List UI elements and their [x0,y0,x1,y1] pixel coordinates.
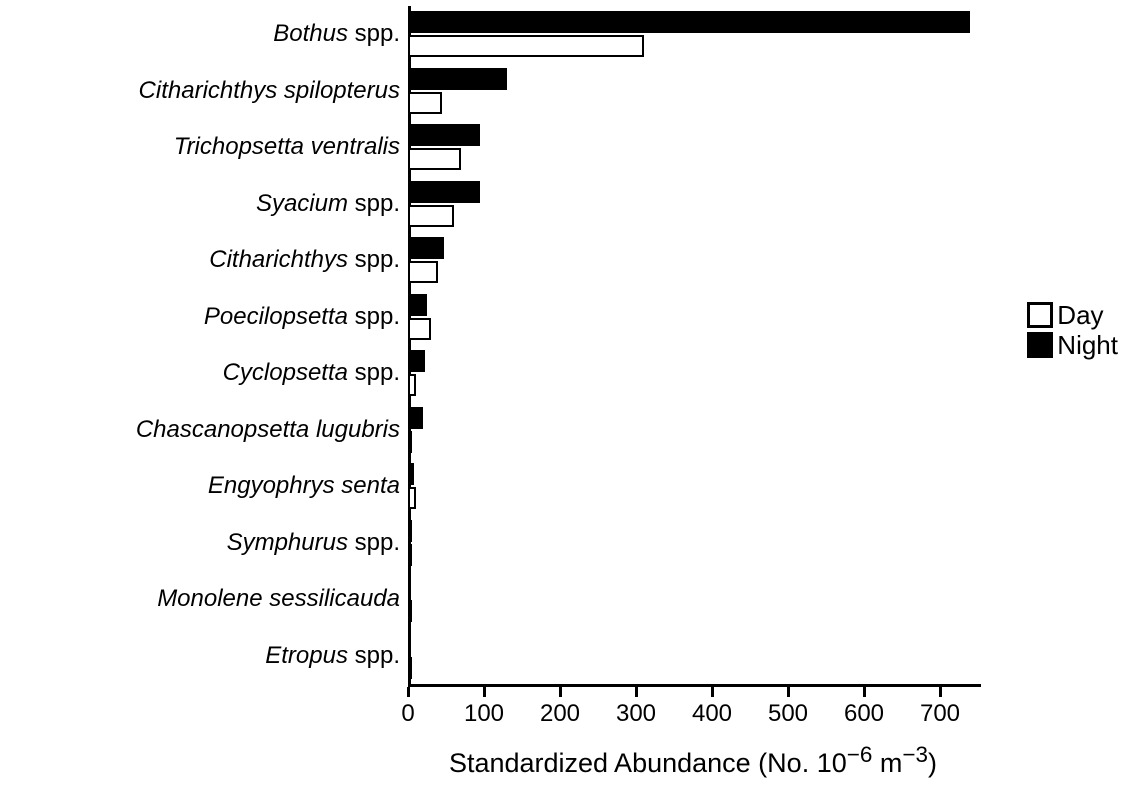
bar-night [408,11,970,33]
category-suffix: spp. [348,642,400,669]
bar-night [408,520,412,542]
x-tick-label: 100 [464,700,504,728]
bar-night [408,124,480,146]
category-label: Monolene sessilicauda [157,585,400,613]
legend-item: Night [1027,330,1118,360]
x-tick [711,687,714,697]
x-tick-label: 300 [616,700,656,728]
x-tick-label: 700 [920,700,960,728]
category-name: Symphurus [227,529,348,556]
category-name: Chascanopsetta lugubris [136,416,400,443]
legend-label: Day [1057,300,1103,331]
category-name: Citharichthys spilopterus [139,77,400,104]
category-name: Engyophrys senta [208,472,400,499]
x-tick [559,687,562,697]
bar-day [408,318,431,340]
category-label: Syacium spp. [256,190,400,218]
category-suffix: spp. [348,359,400,386]
category-label: Engyophrys senta [208,472,400,500]
category-suffix: spp. [348,246,400,273]
bar-day [408,657,412,679]
legend-label: Night [1057,330,1118,361]
category-name: Monolene sessilicauda [157,585,400,612]
bar-night [408,350,425,372]
bar-day [408,374,416,396]
legend-swatch [1027,332,1053,358]
bar-day [408,544,412,566]
bar-day [408,205,454,227]
category-label: Chascanopsetta lugubris [136,416,400,444]
x-tick-label: 0 [401,700,414,728]
bar-day [408,600,412,622]
legend-item: Day [1027,300,1118,330]
category-label: Citharichthys spilopterus [139,77,400,105]
bar-day [408,92,442,114]
category-name: Poecilopsetta [204,303,348,330]
bar-day [408,148,461,170]
x-axis-title: Standardized Abundance (No. 10−6 m−3) [408,742,978,779]
category-suffix: spp. [348,303,400,330]
category-suffix: spp. [348,20,400,47]
bar-night [408,68,507,90]
abundance-bar-chart: Bothus spp. Citharichthys spilopterus Tric… [0,0,1126,790]
x-tick [787,687,790,697]
x-tick-label: 200 [540,700,580,728]
category-name: Etropus [265,642,348,669]
x-tick [407,687,410,697]
category-suffix: spp. [348,529,400,556]
bar-night [408,463,414,485]
plot-area [408,6,981,687]
x-tick [483,687,486,697]
x-tick [635,687,638,697]
category-label: Symphurus spp. [227,529,400,557]
category-name: Cyclopsetta [223,359,348,386]
bar-night [408,407,423,429]
category-label: Trichopsetta ventralis [174,133,400,161]
bar-day [408,487,416,509]
category-label: Cyclopsetta spp. [223,359,400,387]
bar-night [408,576,410,598]
bar-day [408,35,644,57]
legend: DayNight [1027,300,1118,360]
category-suffix: spp. [348,190,400,217]
x-tick-label: 400 [692,700,732,728]
bar-night [408,181,480,203]
category-name: Citharichthys [209,246,348,273]
bar-night [408,294,427,316]
bar-night [408,237,444,259]
x-tick-label: 600 [844,700,884,728]
category-label: Etropus spp. [265,642,400,670]
category-label: Poecilopsetta spp. [204,303,400,331]
category-label: Bothus spp. [273,20,400,48]
x-tick [939,687,942,697]
category-name: Bothus [273,20,348,47]
bar-day [408,431,412,453]
x-tick [863,687,866,697]
category-name: Trichopsetta ventralis [174,133,400,160]
bar-night [408,633,410,655]
category-name: Syacium [256,190,348,217]
bar-day [408,261,438,283]
x-tick-label: 500 [768,700,808,728]
category-label: Citharichthys spp. [209,246,400,274]
legend-swatch [1027,302,1053,328]
